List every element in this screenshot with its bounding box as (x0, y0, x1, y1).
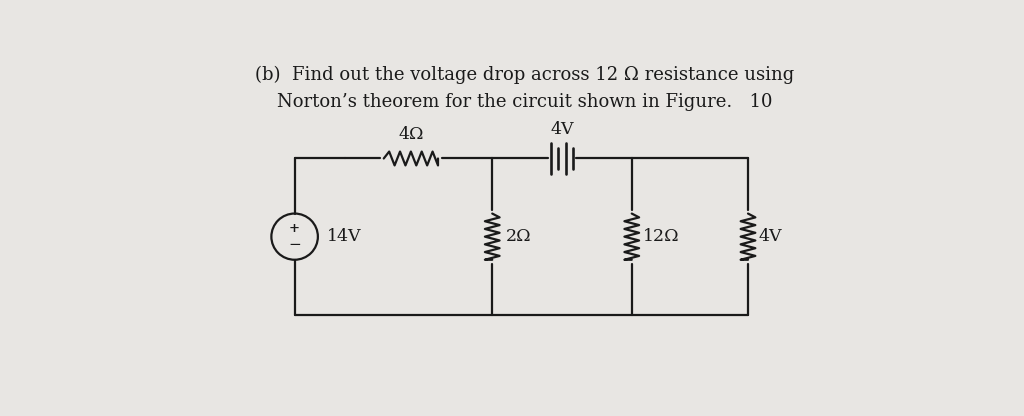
Text: 2Ω: 2Ω (506, 228, 530, 245)
Text: 4Ω: 4Ω (398, 126, 424, 143)
Text: +: + (289, 223, 300, 235)
Text: (b)  Find out the voltage drop across 12 Ω resistance using: (b) Find out the voltage drop across 12 … (255, 66, 795, 84)
Text: 4V: 4V (550, 121, 573, 139)
Text: −: − (288, 238, 301, 252)
Text: 12Ω: 12Ω (643, 228, 680, 245)
Text: Norton’s theorem for the circuit shown in Figure.   10: Norton’s theorem for the circuit shown i… (278, 93, 772, 111)
Text: 14V: 14V (328, 228, 361, 245)
Text: 4V: 4V (758, 228, 781, 245)
